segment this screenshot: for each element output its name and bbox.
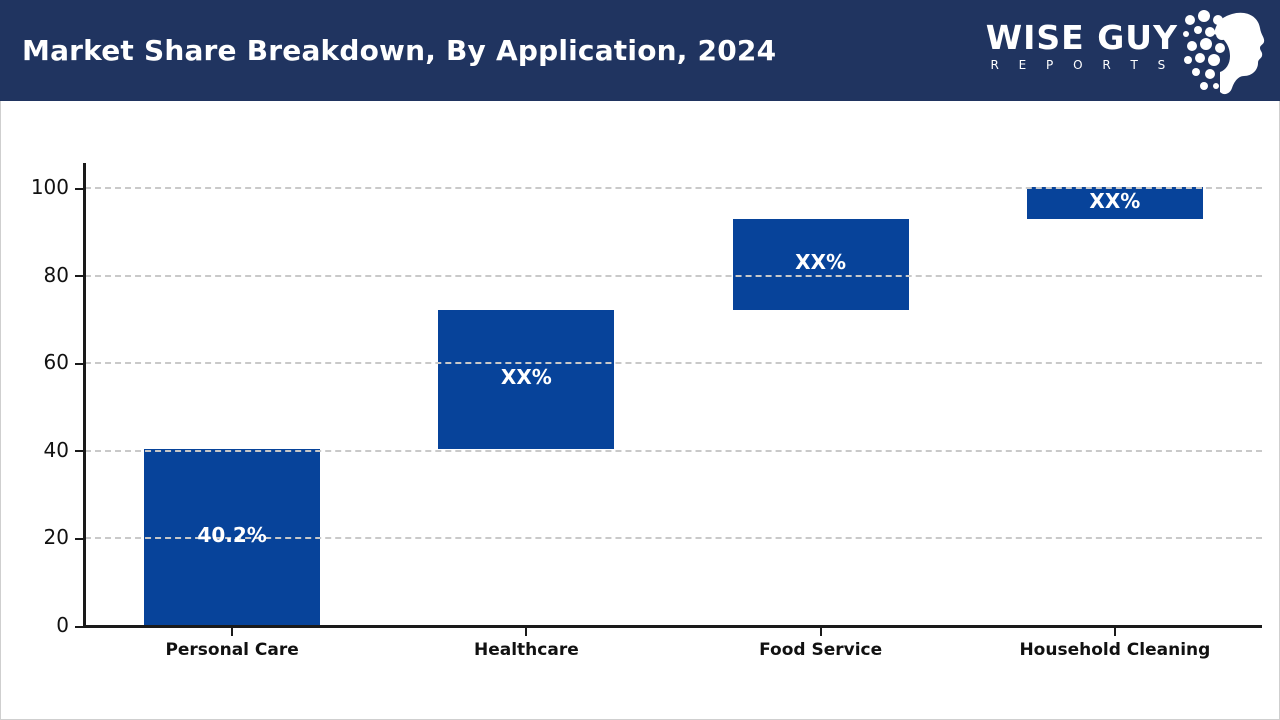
x-axis-category-label: Food Service xyxy=(759,640,883,660)
y-tick-mark xyxy=(75,537,83,540)
wise-guy-logo: WISE GUY R E P O R T S xyxy=(986,6,1266,96)
y-tick-label: 80 xyxy=(43,262,69,287)
y-tick-label: 40 xyxy=(43,437,69,462)
y-tick-label: 60 xyxy=(43,350,69,375)
bar-household-cleaning xyxy=(1026,187,1203,219)
bar-value-label: XX% xyxy=(500,365,552,390)
x-axis-category-label: Personal Care xyxy=(165,640,299,660)
logo-text: WISE GUY R E P O R T S xyxy=(985,18,1178,73)
dotted-head-profile-icon xyxy=(1183,10,1265,95)
bar-value-label: XX% xyxy=(795,250,847,275)
x-axis-category-label: Household Cleaning xyxy=(1019,640,1211,660)
y-tick-mark xyxy=(75,450,83,453)
logo-wordmark: WISE GUY xyxy=(985,18,1178,57)
y-tick-mark xyxy=(75,275,83,278)
y-tick-mark xyxy=(75,187,83,190)
logo-subtitle: R E P O R T S xyxy=(990,58,1174,72)
x-tick-mark xyxy=(231,628,234,636)
y-axis-spine xyxy=(83,162,86,628)
x-tick-mark xyxy=(525,628,528,636)
bar-healthcare xyxy=(438,309,615,449)
x-axis-spine xyxy=(83,625,1262,628)
y-tick-label: 0 xyxy=(56,613,69,637)
page-title: Market Share Breakdown, By Application, … xyxy=(22,34,777,67)
bar-food-service xyxy=(732,218,909,310)
x-tick-mark xyxy=(819,628,822,636)
y-tick-mark xyxy=(75,625,83,628)
y-tick-label: 100 xyxy=(30,175,69,199)
bar-value-label: 40.2% xyxy=(197,522,267,547)
y-tick-label: 20 xyxy=(43,525,69,550)
gridline-y80 xyxy=(85,274,1262,277)
gridline-y20 xyxy=(85,537,1262,540)
gridline-y100 xyxy=(85,187,1262,189)
x-axis-category-label: Healthcare xyxy=(474,640,579,660)
gridline-y60 xyxy=(85,362,1262,365)
bar-personal-care xyxy=(144,448,321,625)
x-tick-mark xyxy=(1113,628,1116,636)
bar-value-label: XX% xyxy=(1089,188,1141,213)
gridline-y40 xyxy=(85,449,1262,452)
header-bar: Market Share Breakdown, By Application, … xyxy=(0,0,1280,101)
y-tick-mark xyxy=(75,362,83,365)
